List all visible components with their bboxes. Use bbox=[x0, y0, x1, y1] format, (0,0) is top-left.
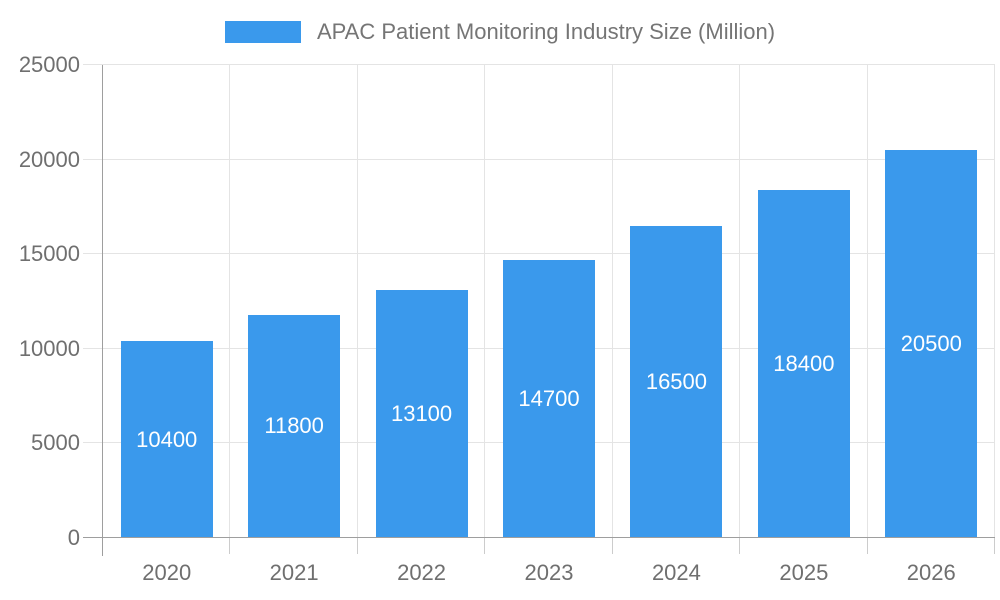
chart-legend: APAC Patient Monitoring Industry Size (M… bbox=[0, 19, 1000, 45]
v-gridline bbox=[356, 65, 358, 538]
v-gridline bbox=[484, 65, 486, 538]
bar[interactable]: 10400 bbox=[120, 341, 213, 538]
x-tick bbox=[229, 538, 231, 554]
bar[interactable]: 13100 bbox=[375, 290, 468, 538]
x-tick bbox=[356, 538, 358, 554]
bar-value-label: 16500 bbox=[645, 368, 708, 394]
bar-value-label: 13100 bbox=[390, 401, 453, 427]
x-tick-label: 2020 bbox=[142, 560, 192, 585]
x-tick-label: 2023 bbox=[524, 560, 574, 585]
bar-value-label: 10400 bbox=[136, 426, 198, 452]
bar[interactable]: 11800 bbox=[248, 314, 341, 538]
x-tick-label: 2021 bbox=[269, 560, 319, 585]
x-tick-label: 2025 bbox=[779, 560, 829, 585]
x-tick-label: 2026 bbox=[906, 560, 956, 585]
y-axis-line bbox=[102, 65, 103, 556]
x-tick bbox=[994, 538, 995, 554]
y-tick-label: 10000 bbox=[18, 335, 80, 361]
y-tick-label: 15000 bbox=[18, 241, 80, 267]
y-tick-label: 5000 bbox=[31, 430, 80, 456]
v-gridline bbox=[994, 65, 995, 538]
x-tick-label: 2024 bbox=[651, 560, 701, 585]
bar[interactable]: 20500 bbox=[885, 150, 978, 538]
bar[interactable]: 18400 bbox=[757, 189, 850, 538]
v-gridline bbox=[739, 65, 741, 538]
legend-swatch bbox=[224, 21, 301, 43]
bar-value-label: 18400 bbox=[773, 350, 835, 376]
v-gridline bbox=[866, 65, 868, 538]
legend-label: APAC Patient Monitoring Industry Size (M… bbox=[316, 19, 776, 44]
y-axis-labels: 0 5000 10000 15000 20000 25000 bbox=[0, 0, 80, 600]
x-tick bbox=[739, 538, 741, 554]
x-tick bbox=[484, 538, 486, 554]
bar[interactable]: 14700 bbox=[503, 259, 595, 538]
h-gridline bbox=[83, 158, 995, 160]
y-tick-label: 25000 bbox=[18, 52, 80, 77]
x-tick bbox=[611, 538, 613, 554]
x-tick bbox=[866, 538, 868, 554]
v-gridline bbox=[229, 65, 231, 538]
plot-area: 10400 11800 13100 14700 16500 18400 20500 bbox=[83, 64, 995, 556]
x-baseline bbox=[83, 537, 995, 538]
bar-value-label: 14700 bbox=[518, 385, 580, 411]
bar-value-label: 11800 bbox=[264, 413, 324, 439]
bar-value-label: 20500 bbox=[900, 331, 962, 357]
v-gridline bbox=[611, 65, 613, 538]
y-tick-label: 20000 bbox=[18, 146, 80, 172]
x-axis-labels: 2020 2021 2022 2023 2024 2025 2026 bbox=[103, 559, 995, 587]
h-gridline bbox=[83, 64, 995, 65]
x-tick-label: 2022 bbox=[397, 560, 447, 585]
y-tick-label: 0 bbox=[67, 525, 80, 550]
h-gridline bbox=[83, 253, 995, 255]
bar[interactable]: 16500 bbox=[630, 225, 723, 538]
